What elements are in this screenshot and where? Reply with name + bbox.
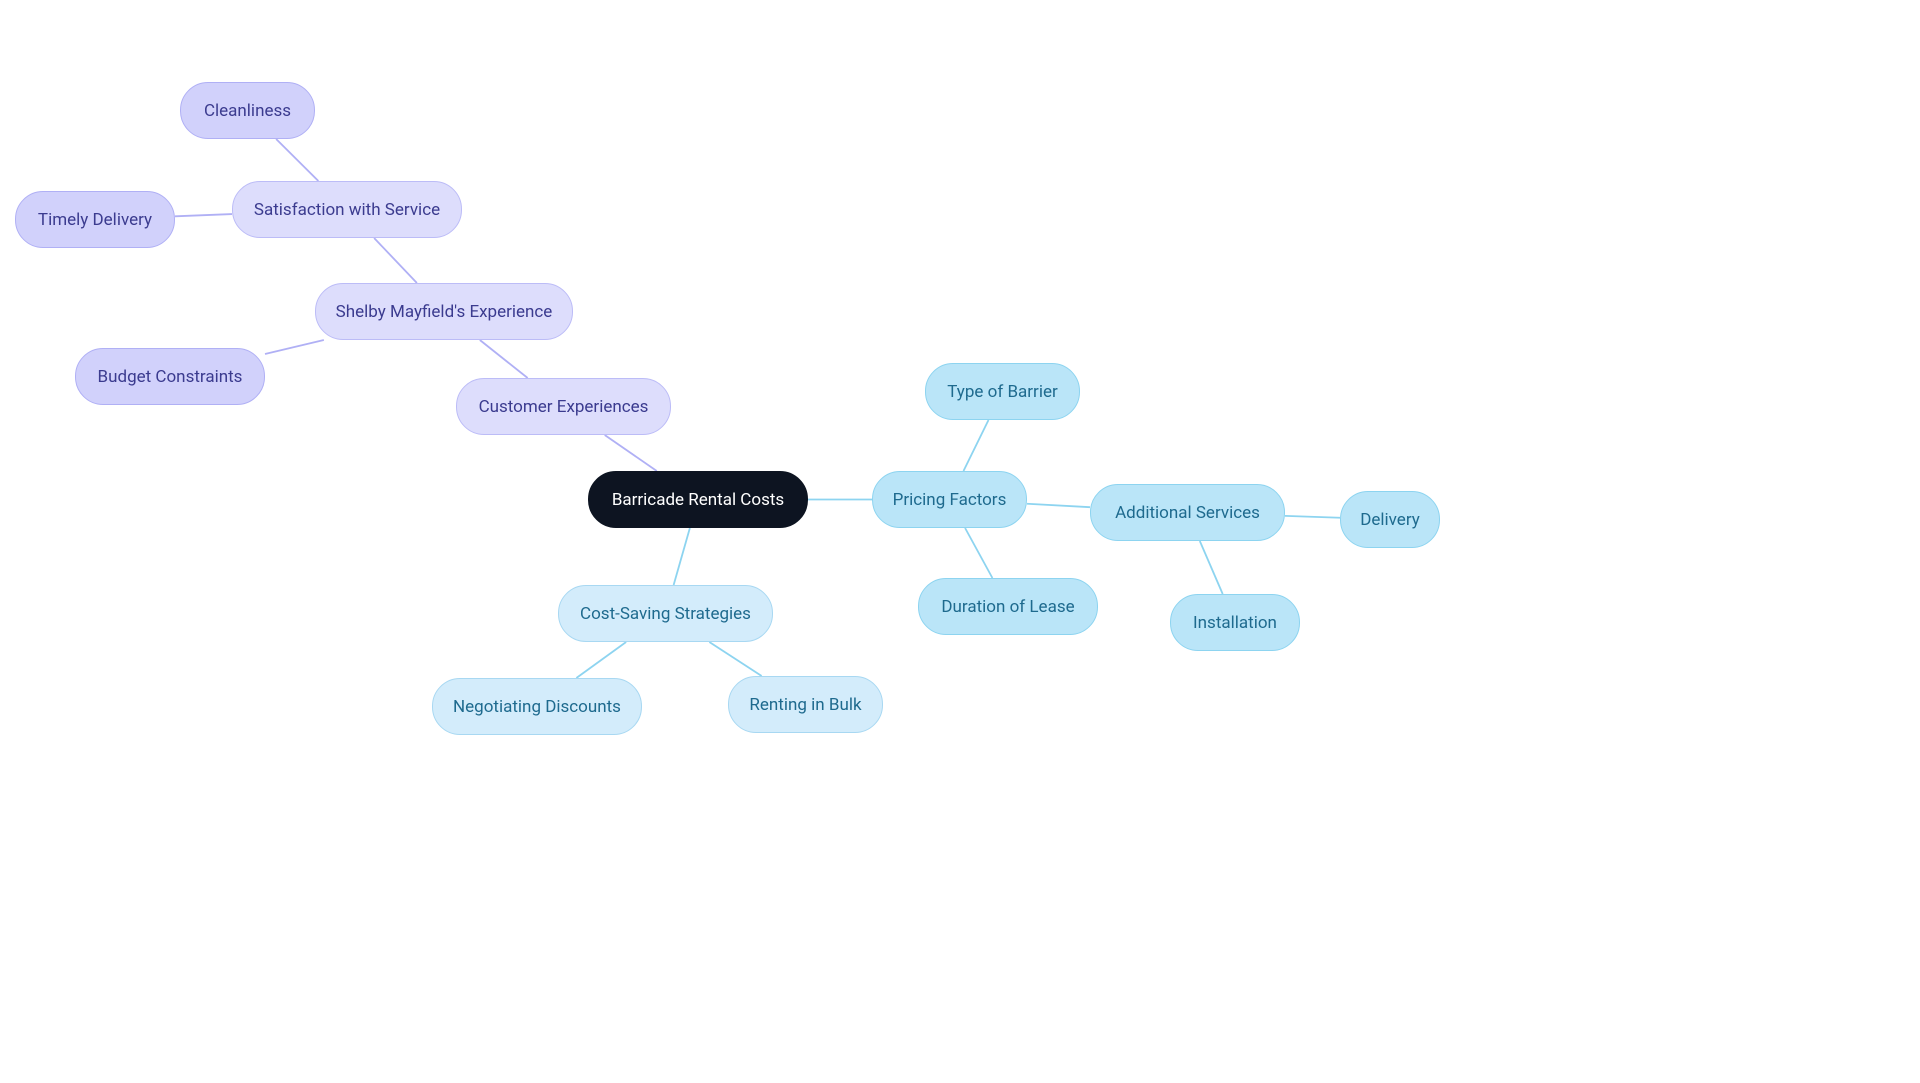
node-root: Barricade Rental Costs: [588, 471, 808, 528]
edge-satisfaction-cleanliness: [276, 139, 318, 181]
node-costsaving: Cost-Saving Strategies: [558, 585, 773, 642]
edge-layer: [0, 0, 1920, 1083]
edge-shelby-budget: [265, 340, 324, 354]
node-delivery: Delivery: [1340, 491, 1440, 548]
edge-pricing-additional: [1027, 504, 1090, 507]
edge-pricing-barrier_type: [963, 420, 988, 471]
node-satisfaction: Satisfaction with Service: [232, 181, 462, 238]
edge-root-customer: [605, 435, 657, 471]
node-budget: Budget Constraints: [75, 348, 265, 405]
edge-pricing-duration: [965, 528, 992, 578]
node-timely: Timely Delivery: [15, 191, 175, 248]
node-negotiating: Negotiating Discounts: [432, 678, 642, 735]
edge-satisfaction-timely: [175, 214, 232, 216]
node-bulk: Renting in Bulk: [728, 676, 883, 733]
edge-costsaving-bulk: [709, 642, 761, 676]
node-shelby: Shelby Mayfield's Experience: [315, 283, 573, 340]
edge-costsaving-negotiating: [576, 642, 626, 678]
node-barrier_type: Type of Barrier: [925, 363, 1080, 420]
node-additional: Additional Services: [1090, 484, 1285, 541]
node-customer: Customer Experiences: [456, 378, 671, 435]
edge-additional-installation: [1200, 541, 1223, 594]
edge-shelby-satisfaction: [374, 238, 417, 283]
node-installation: Installation: [1170, 594, 1300, 651]
node-cleanliness: Cleanliness: [180, 82, 315, 139]
node-pricing: Pricing Factors: [872, 471, 1027, 528]
edge-root-costsaving: [674, 528, 690, 585]
edge-customer-shelby: [480, 340, 528, 378]
edge-additional-delivery: [1285, 516, 1340, 518]
node-duration: Duration of Lease: [918, 578, 1098, 635]
